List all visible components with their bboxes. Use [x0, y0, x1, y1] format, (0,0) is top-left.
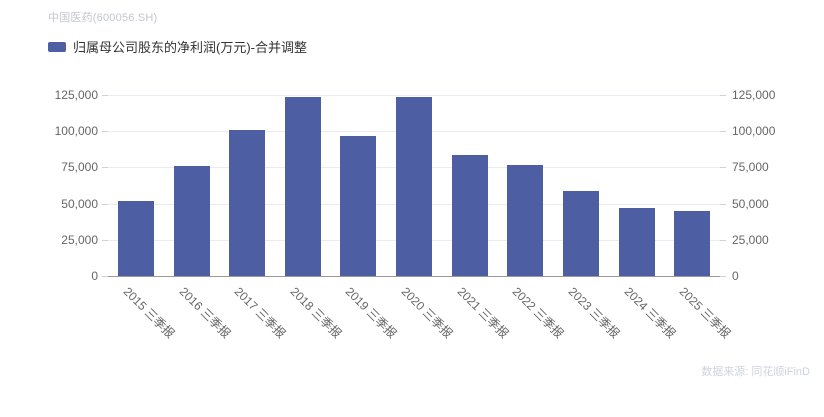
y-axis-tick-right [720, 167, 726, 168]
x-axis-label: 2024 三季报 [621, 284, 678, 342]
bar-2019-三季报[interactable] [340, 135, 377, 276]
legend-swatch [48, 41, 66, 52]
y-axis-label-left: 25,000 [61, 233, 98, 247]
legend-item[interactable]: 归属母公司股东的净利润(万元)-合并调整 [48, 37, 307, 56]
y-axis-tick-right [720, 131, 726, 132]
bar-2016-三季报[interactable] [173, 165, 210, 276]
y-axis-tick-left [102, 204, 108, 205]
bar-2018-三季报[interactable] [284, 96, 321, 276]
stock-title: 中国医药(600056.SH) [48, 12, 158, 24]
x-axis-label: 2019 三季报 [343, 284, 400, 342]
bar-2017-三季报[interactable] [229, 130, 266, 276]
y-axis-tick-right [720, 240, 726, 241]
bar-2015-三季报[interactable] [117, 201, 154, 276]
y-axis-label-right: 0 [732, 269, 739, 283]
y-axis-label-left: 100,000 [54, 124, 98, 138]
x-axis-label: 2022 三季报 [509, 284, 567, 342]
x-axis-label: 2018 三季报 [287, 284, 344, 342]
data-source-label: 数据来源: 同花顺iFinD [701, 366, 810, 378]
y-axis-label-right: 75,000 [732, 160, 769, 174]
x-axis-label: 2017 三季报 [231, 284, 289, 342]
legend-label: 归属母公司股东的净利润(万元)-合并调整 [73, 40, 307, 55]
y-axis-label-left: 75,000 [61, 160, 98, 174]
bar-2021-三季报[interactable] [451, 154, 488, 276]
y-axis-tick-right [720, 204, 726, 205]
y-axis-label-left: 0 [91, 269, 98, 283]
bar-2025-三季报[interactable] [674, 211, 711, 276]
y-axis-tick-right [720, 95, 726, 96]
x-axis-line [108, 276, 720, 277]
y-axis-tick-left [102, 95, 108, 96]
y-gridline [108, 95, 720, 96]
x-axis-label: 2021 三季报 [454, 284, 511, 342]
y-axis-tick-left [102, 167, 108, 168]
y-axis-tick-left [102, 131, 108, 132]
x-axis-label: 2020 三季报 [398, 284, 456, 342]
x-axis-label: 2015 三季报 [120, 284, 178, 342]
y-axis-tick-left [102, 240, 108, 241]
y-axis-label-left: 50,000 [61, 197, 98, 211]
y-axis-label-right: 50,000 [732, 197, 769, 211]
x-axis-label: 2025 三季报 [676, 284, 734, 342]
x-axis-label: 2016 三季报 [176, 284, 233, 342]
y-axis-tick-left [102, 276, 108, 277]
y-axis-label-right: 125,000 [732, 88, 776, 102]
bar-2020-三季报[interactable] [396, 96, 432, 276]
y-axis-label-left: 125,000 [54, 88, 98, 102]
bar-2024-三季报[interactable] [618, 207, 655, 276]
y-axis-label-right: 100,000 [732, 124, 776, 138]
y-axis-label-right: 25,000 [732, 233, 769, 247]
bar-2023-三季报[interactable] [562, 190, 599, 276]
y-axis-tick-right [720, 276, 726, 277]
bar-2022-三季报[interactable] [507, 164, 544, 276]
x-axis-label: 2023 三季报 [565, 284, 623, 342]
